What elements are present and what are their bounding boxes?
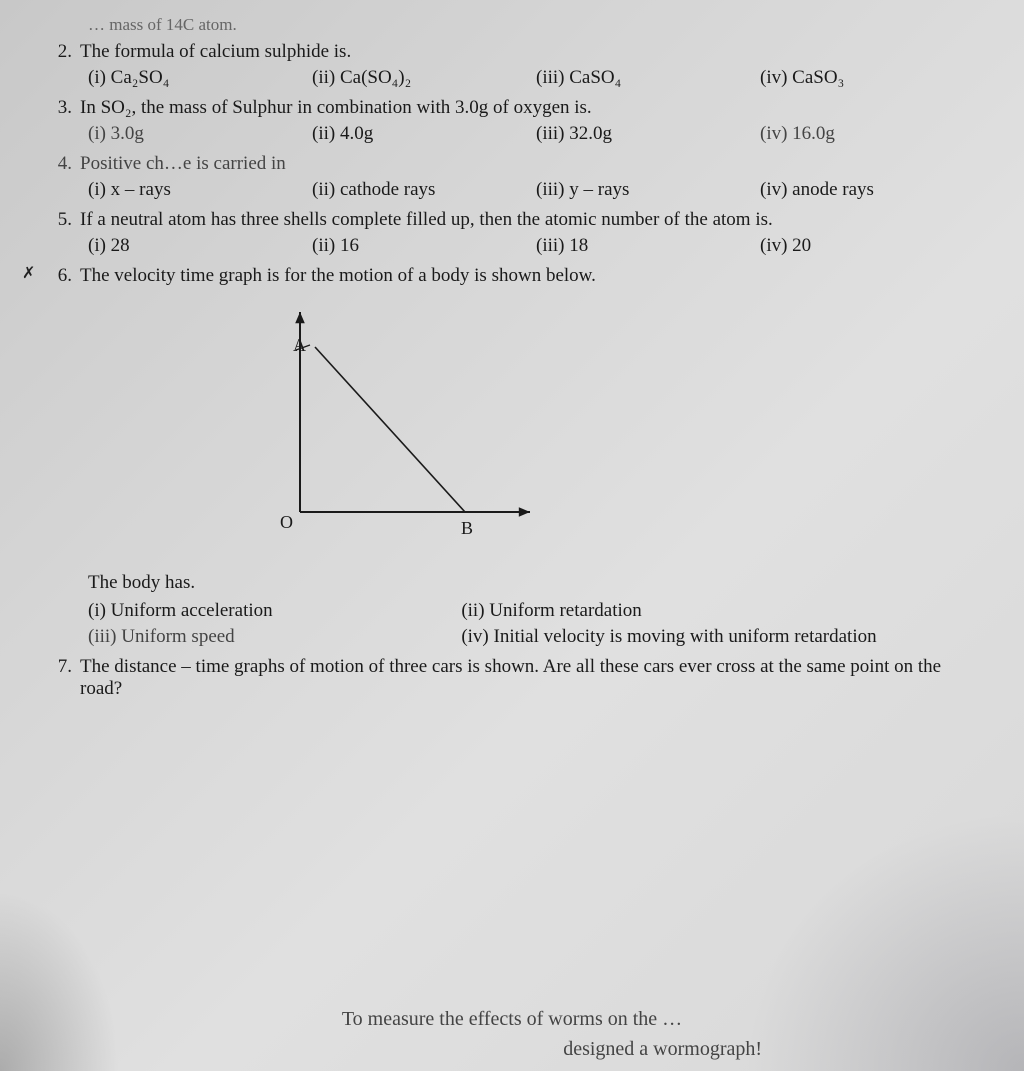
q6-opt-1: (i) Uniform acceleration [88, 600, 461, 622]
q3-opt-1: (i) 3.0g [88, 123, 312, 145]
q3-opt-4: (iv) 16.0g [760, 123, 984, 145]
q4-opt-3: (iii) y – rays [536, 179, 760, 201]
q3-number: 3. [40, 97, 80, 119]
q4-number: 4. [40, 153, 80, 175]
q3-opt-2: (ii) 4.0g [312, 123, 536, 145]
question-4: 4. Positive ch…e is carried in (i) x – r… [40, 153, 984, 201]
q6-body-has: The body has. [40, 572, 984, 594]
q5-opt-3: (iii) 18 [536, 235, 760, 257]
q2-opt-1: (i) Ca₂SO₄ [88, 67, 312, 89]
bottom-cut-text-1: To measure the effects of worms on the … [0, 1008, 1024, 1031]
question-2: 2. The formula of calcium sulphide is. (… [40, 41, 984, 89]
q5-opt-2: (ii) 16 [312, 235, 536, 257]
q5-number: 5. [40, 209, 80, 231]
paper-shadow-left [0, 891, 120, 1071]
q4-opt-1: (i) x – rays [88, 179, 312, 201]
q7-text: The distance – time graphs of motion of … [80, 656, 984, 700]
svg-text:A: A [293, 335, 306, 355]
q5-opt-4: (iv) 20 [760, 235, 984, 257]
q2-opt-2: (ii) Ca(SO₄)₂ [312, 67, 536, 89]
question-3: 3. In SO₂, the mass of Sulphur in combin… [40, 97, 984, 145]
q2-text: The formula of calcium sulphide is. [80, 41, 984, 63]
q5-opt-1: (i) 28 [88, 235, 312, 257]
question-7: 7. The distance – time graphs of motion … [40, 656, 984, 700]
q6-opt-2: (ii) Uniform retardation [461, 600, 984, 622]
q5-text: If a neutral atom has three shells compl… [80, 209, 984, 231]
question-5: 5. If a neutral atom has three shells co… [40, 209, 984, 257]
q3-opt-3: (iii) 32.0g [536, 123, 760, 145]
q2-opt-4: (iv) CaSO₃ [760, 67, 984, 89]
bottom-cut-text-2: designed a wormograph! [563, 1038, 762, 1061]
paper-shadow-right [744, 811, 1024, 1071]
velocity-time-graph: A O B [40, 302, 984, 552]
q6-text: The velocity time graph is for the motio… [80, 265, 984, 287]
q2-opt-3: (iii) CaSO₄ [536, 67, 760, 89]
q4-text: Positive ch…e is carried in [80, 153, 984, 175]
q2-number: 2. [40, 41, 80, 63]
svg-text:O: O [280, 512, 293, 532]
question-6: 6. The velocity time graph is for the mo… [40, 265, 984, 648]
q4-opt-2: (ii) cathode rays [312, 179, 536, 201]
q4-opt-4: (iv) anode rays [760, 179, 984, 201]
svg-text:B: B [461, 518, 473, 538]
cut-top-previous-line: … mass of 14C atom. [40, 15, 984, 35]
q6-opt-3: (iii) Uniform speed [88, 626, 461, 648]
q7-number: 7. [40, 656, 80, 678]
q6-opt-4: (iv) Initial velocity is moving with uni… [461, 626, 984, 648]
q6-number: 6. [40, 265, 80, 287]
graph-svg: A O B [260, 302, 540, 552]
q3-text: In SO₂, the mass of Sulphur in combinati… [80, 97, 984, 119]
